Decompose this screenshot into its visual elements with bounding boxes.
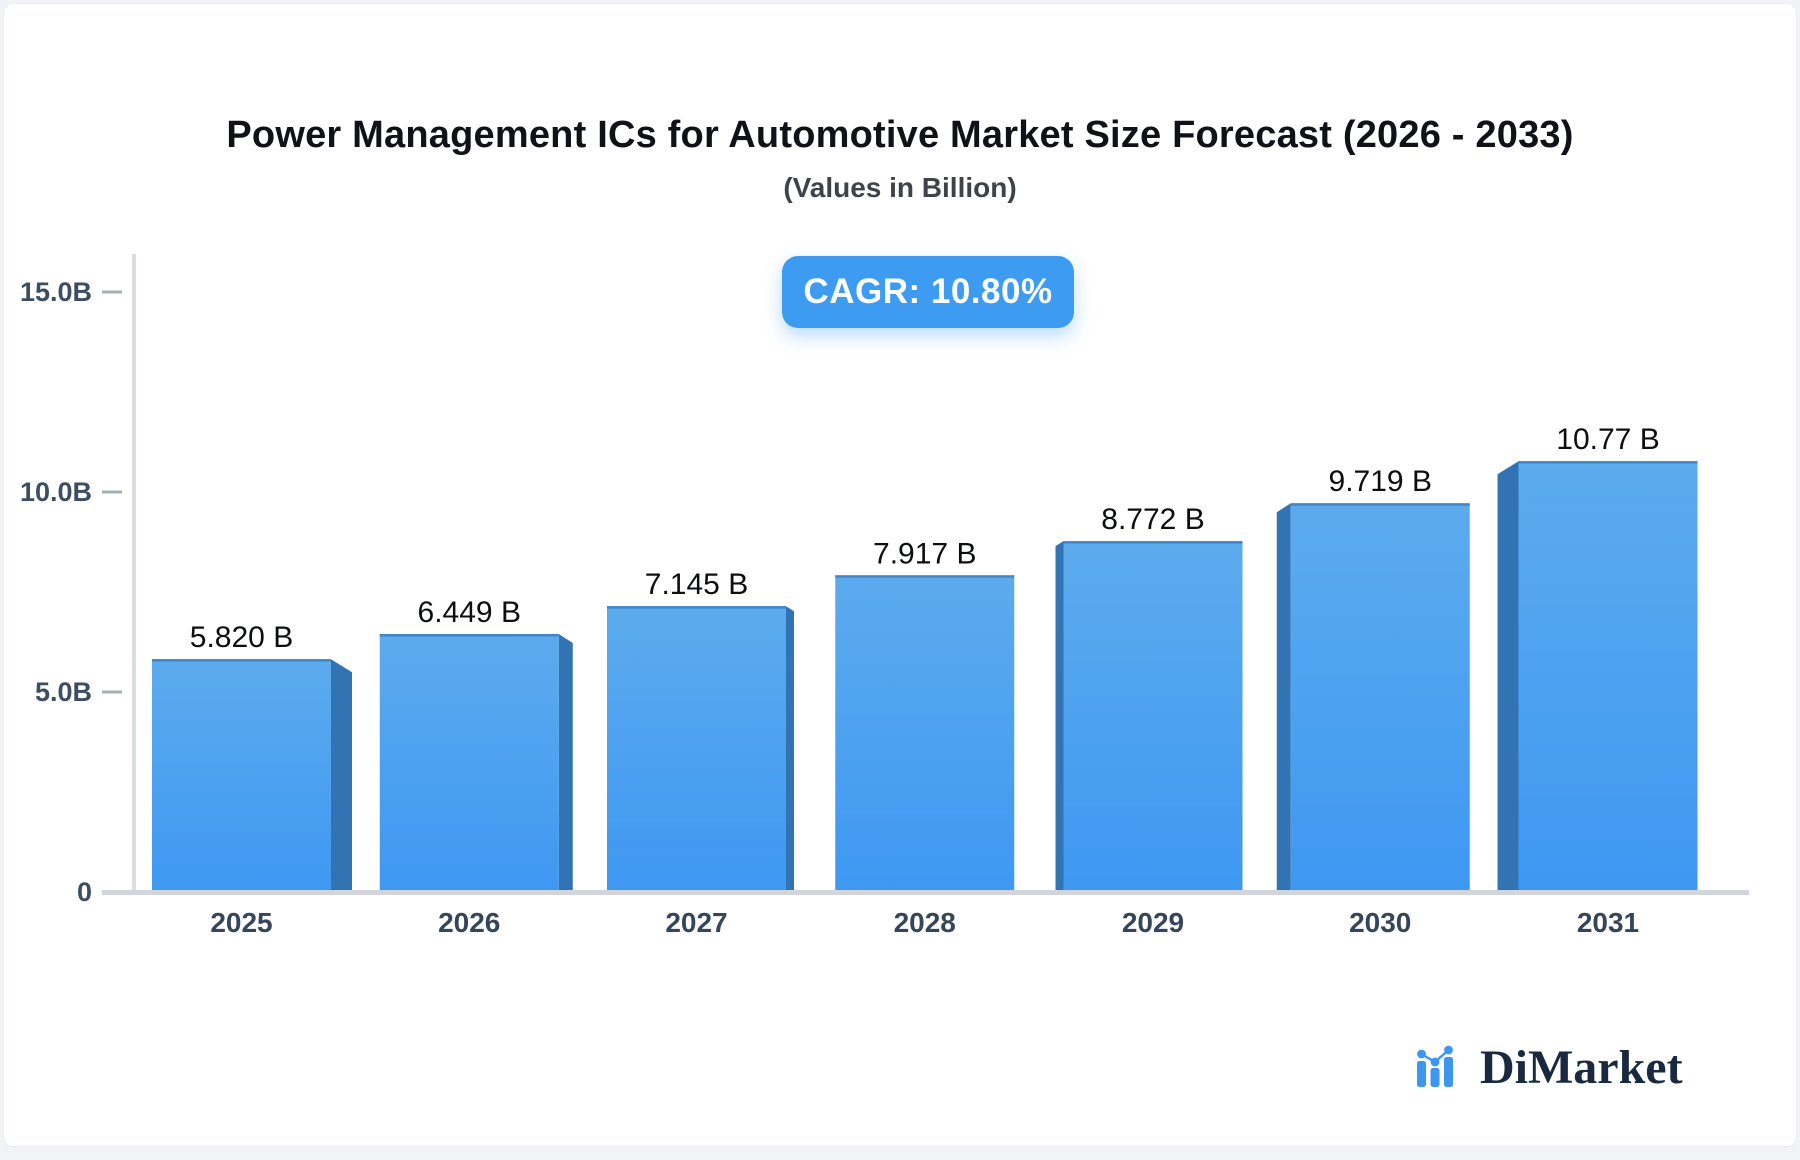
bar-side-face: [1497, 461, 1519, 893]
x-axis-label: 2026: [438, 907, 500, 938]
bar-2028: 7.917 B 2028: [835, 537, 1015, 938]
y-tick-label: 15.0B: [20, 277, 92, 307]
x-axis-label: 2027: [665, 907, 727, 938]
y-tick-label: 5.0B: [35, 677, 92, 707]
cagr-badge: CAGR: 10.80%: [782, 256, 1074, 328]
bar-face: [379, 634, 559, 893]
bar-chart: 0 5.0B 10.0B 15.0B 5.820 B 2025 6.449 B 2026 7.1…: [20, 254, 1749, 938]
bar-face: [152, 659, 331, 893]
bar-chart-icon: [1417, 1045, 1453, 1087]
bar-value-label: 6.449 B: [418, 596, 521, 629]
page-subtitle: (Values in Billion): [783, 172, 1017, 203]
y-tick-label: 0: [77, 877, 92, 907]
x-axis-label: 2030: [1349, 907, 1411, 938]
bar-2030: 9.719 B 2030: [1276, 465, 1470, 938]
bar-value-label: 7.917 B: [873, 537, 976, 570]
bar-value-label: 9.719 B: [1329, 465, 1432, 498]
chart-card: Power Management ICs for Automotive Mark…: [3, 3, 1797, 1147]
bar-face: [835, 575, 1015, 893]
bar-value-label: 8.772 B: [1101, 503, 1204, 536]
dimarket-logo: DiMarket: [1414, 1036, 1683, 1100]
bar-face: [607, 606, 786, 893]
bar-2029: 8.772 B 2029: [1055, 503, 1243, 938]
bar-2027: 7.145 B 2027: [607, 568, 794, 938]
bar-value-label: 5.820 B: [190, 621, 293, 654]
bar-2031: 10.77 B 2031: [1497, 423, 1698, 938]
logo-text: DiMarket: [1480, 1041, 1683, 1094]
y-tick-label: 10.0B: [20, 477, 92, 507]
bar-side-face: [786, 606, 794, 893]
bar-side-face: [1276, 503, 1291, 893]
x-axis-label: 2031: [1577, 907, 1639, 938]
bar-2025: 5.820 B 2025: [152, 621, 352, 938]
x-axis-label: 2029: [1122, 907, 1184, 938]
bar-side-face: [331, 659, 352, 893]
bar-value-label: 10.77 B: [1556, 423, 1659, 456]
bar-2026: 6.449 B 2026: [379, 596, 573, 938]
bar-face: [1518, 461, 1698, 893]
bar-side-face: [558, 634, 573, 893]
bar-side-face: [1055, 541, 1064, 893]
bar-face: [1063, 541, 1243, 893]
bar-value-label: 7.145 B: [645, 568, 748, 601]
bar-face: [1290, 503, 1470, 893]
x-axis-label: 2028: [894, 907, 956, 938]
page-title: Power Management ICs for Automotive Mark…: [226, 114, 1574, 156]
x-axis-label: 2025: [210, 907, 272, 938]
